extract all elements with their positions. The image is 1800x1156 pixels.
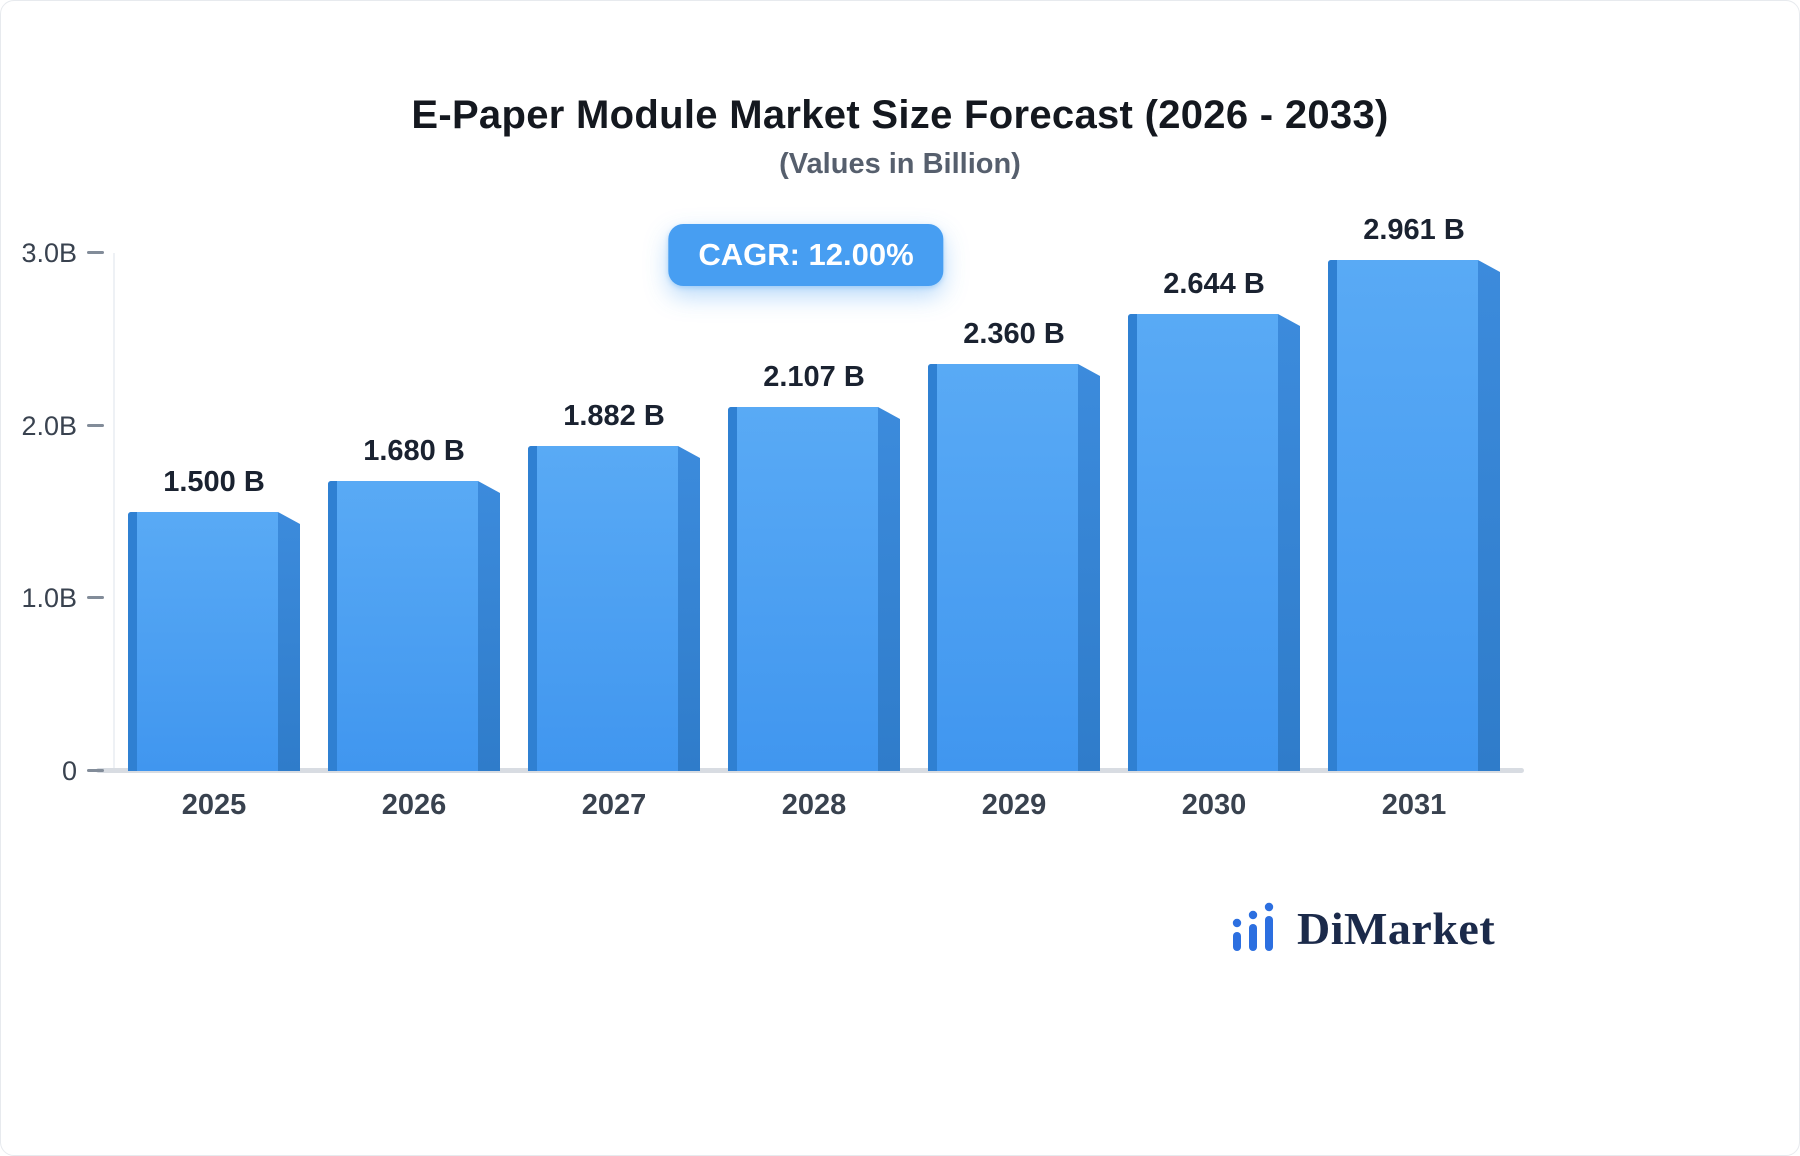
y-axis-tick-label: 0 bbox=[61, 756, 77, 786]
bar-side-face bbox=[478, 481, 500, 771]
bar-front-face bbox=[928, 364, 1078, 771]
y-axis-tick-mark bbox=[87, 251, 104, 254]
bar-chart-logo-icon bbox=[1229, 901, 1283, 955]
bar-side-face bbox=[678, 446, 700, 771]
bar-front-face bbox=[1328, 260, 1478, 771]
x-axis-label: 2029 bbox=[981, 789, 1047, 821]
y-axis-tick-label: 1.0B bbox=[21, 583, 77, 614]
x-axis-label: 2025 bbox=[181, 789, 247, 821]
bar-2030 bbox=[1128, 314, 1300, 771]
y-axis-tick-label: 2.0B bbox=[21, 410, 77, 441]
y-axis-line bbox=[113, 253, 115, 771]
cagr-badge: CAGR: 12.00% bbox=[668, 224, 944, 286]
bar-front-face bbox=[128, 512, 278, 771]
y-axis-tick-mark bbox=[87, 596, 104, 600]
bar-value-label: 2.644 B bbox=[1163, 268, 1265, 300]
bar-side-face bbox=[1278, 314, 1300, 771]
brand-name: DiMarket bbox=[1297, 902, 1496, 954]
bar-value-label: 2.107 B bbox=[763, 361, 865, 393]
bar-side-face bbox=[878, 407, 900, 771]
bar-2031 bbox=[1328, 260, 1500, 771]
bar-value-label: 1.680 B bbox=[363, 435, 465, 467]
x-axis-label: 2031 bbox=[1381, 789, 1447, 821]
bar-value-label: 1.500 B bbox=[163, 466, 265, 498]
chart-subtitle: (Values in Billion) bbox=[779, 148, 1021, 180]
bar-side-face bbox=[1078, 364, 1100, 771]
bar-front-face bbox=[728, 407, 878, 771]
bar-value-label: 1.882 B bbox=[563, 400, 665, 432]
bar-2026 bbox=[328, 481, 500, 771]
bar-2029 bbox=[928, 364, 1100, 771]
y-axis-tick-mark bbox=[87, 423, 104, 427]
brand-logo: DiMarket bbox=[1229, 901, 1495, 955]
bar-side-face bbox=[278, 512, 300, 771]
bar-value-label: 2.961 B bbox=[1363, 214, 1465, 246]
x-axis-label: 2026 bbox=[381, 789, 447, 821]
bar-2025 bbox=[128, 512, 300, 771]
bar-value-label: 2.360 B bbox=[963, 318, 1065, 350]
x-axis-label: 2028 bbox=[781, 789, 847, 821]
x-axis-label: 2030 bbox=[1181, 789, 1247, 821]
bar-side-face bbox=[1478, 260, 1500, 771]
bar-2028 bbox=[728, 407, 900, 771]
bar-front-face bbox=[328, 481, 478, 771]
y-axis-tick-mark bbox=[87, 769, 104, 772]
chart-title: E-Paper Module Market Size Forecast (202… bbox=[411, 93, 1389, 137]
bar-2027 bbox=[528, 446, 700, 771]
bar-front-face bbox=[1128, 314, 1278, 771]
bar-front-face bbox=[528, 446, 678, 771]
y-axis-tick-label: 3.0B bbox=[21, 238, 77, 268]
x-axis-label: 2027 bbox=[581, 789, 647, 821]
